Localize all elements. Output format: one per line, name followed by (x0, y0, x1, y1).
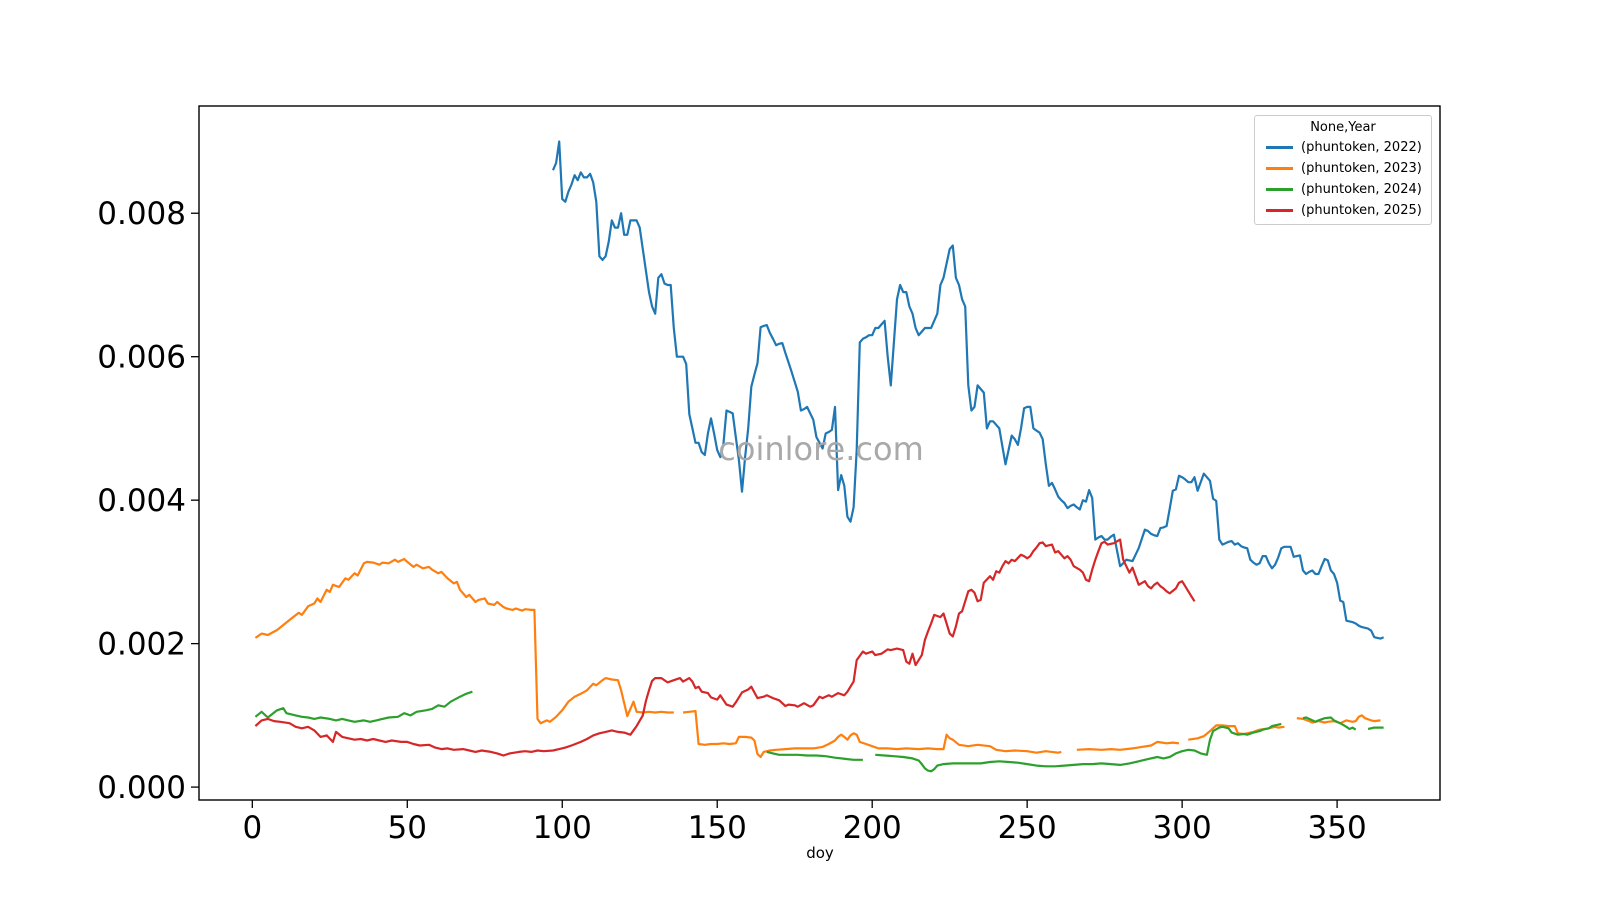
legend-entry-label: (phuntoken, 2024) (1301, 182, 1422, 197)
series-line-phuntoken2024 (254, 690, 473, 723)
legend-line-sample (1266, 188, 1293, 191)
series-line-phuntoken2024 (1302, 716, 1357, 731)
x-tick-label: 350 (1308, 810, 1367, 846)
legend-line-sample (1266, 167, 1293, 170)
y-tick-label: 0.002 (97, 627, 186, 663)
plot-border (198, 105, 1441, 801)
series-line-phuntoken2023 (682, 709, 1062, 759)
legend-entry-label: (phuntoken, 2023) (1301, 161, 1422, 176)
legend-entry: (phuntoken, 2024) (1255, 179, 1431, 200)
x-axis-label: doy (806, 844, 834, 862)
series-line-phuntoken2023 (1076, 740, 1180, 751)
series-line-phuntoken2023 (254, 557, 674, 725)
legend-box: None,Year (phuntoken, 2022) (phuntoken, 2… (1254, 115, 1432, 225)
legend-title: None,Year (1310, 120, 1376, 135)
watermark-text: coinlore.com (718, 430, 924, 468)
y-tick-label: 0.004 (97, 483, 186, 519)
series-line-phuntoken2024 (766, 750, 863, 761)
x-tick-label: 100 (533, 810, 592, 846)
y-tick-label: 0.006 (97, 340, 186, 376)
x-tick-label: 50 (388, 810, 427, 846)
legend-line-sample (1266, 209, 1293, 212)
series-line-phuntoken2025 (254, 538, 1196, 757)
series-line-phuntoken2024 (875, 722, 1282, 773)
series-line-phuntoken2023 (1296, 714, 1381, 725)
y-tick-label: 0.000 (97, 770, 186, 806)
x-tick-label: 0 (242, 810, 262, 846)
legend-entries: (phuntoken, 2022) (phuntoken, 2023) (phunt… (1255, 137, 1431, 221)
x-tick-label: 300 (1153, 810, 1212, 846)
legend-line-sample (1266, 146, 1293, 149)
series-line-phuntoken2022 (551, 140, 1385, 640)
legend-entry: (phuntoken, 2025) (1255, 200, 1431, 221)
x-tick-label: 150 (688, 810, 747, 846)
legend-entry-label: (phuntoken, 2022) (1301, 140, 1422, 155)
x-tick-label: 200 (843, 810, 902, 846)
x-tick-label: 250 (998, 810, 1057, 846)
legend-entry: (phuntoken, 2023) (1255, 158, 1431, 179)
series-line-phuntoken2024 (1367, 726, 1384, 731)
legend-entry-label: (phuntoken, 2025) (1301, 203, 1422, 218)
legend-entry: (phuntoken, 2022) (1255, 137, 1431, 158)
y-tick-label: 0.008 (97, 196, 186, 232)
